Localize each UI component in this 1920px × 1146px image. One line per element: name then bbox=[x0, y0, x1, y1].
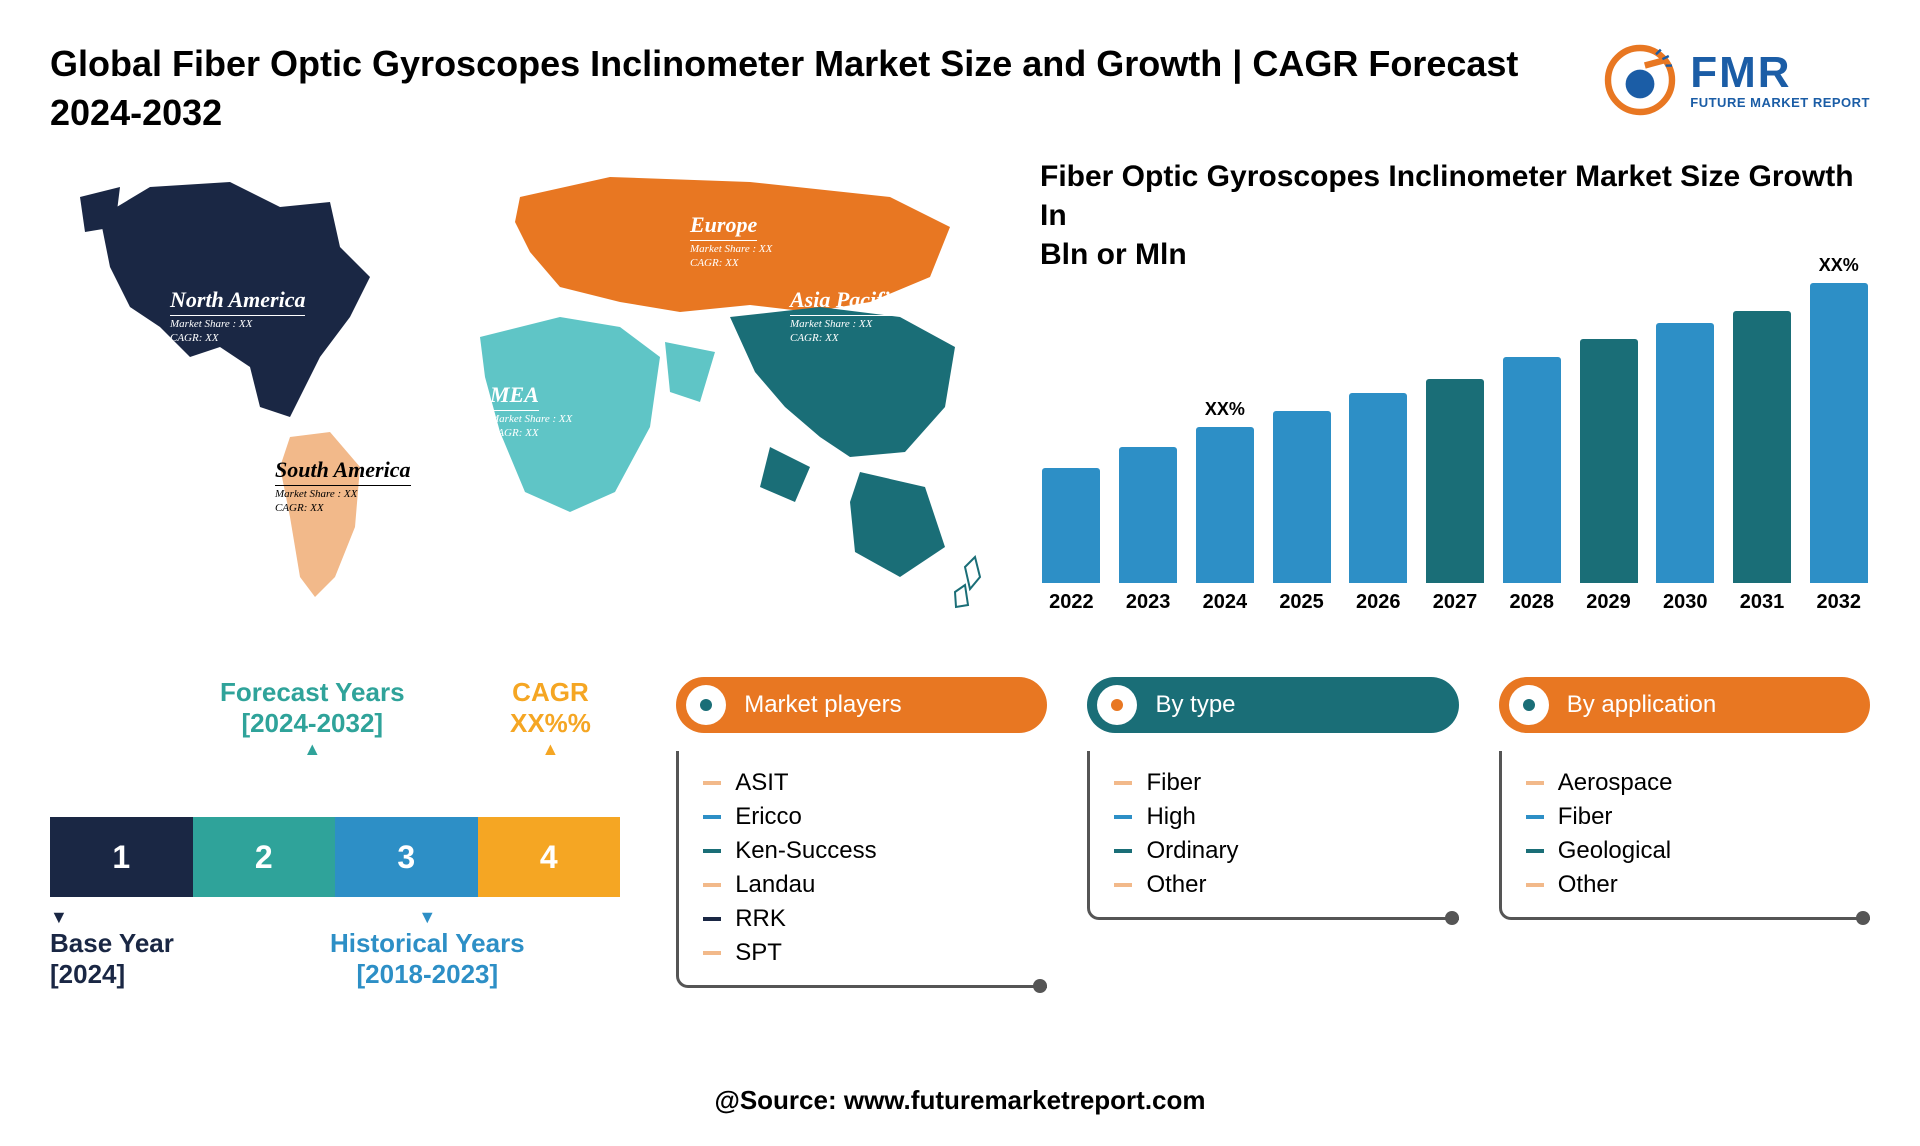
list-item: Fiber bbox=[1114, 769, 1458, 797]
region-label-europe: EuropeMarket Share : XXCAGR: XX bbox=[690, 212, 772, 269]
timeline-bar: 1234 bbox=[50, 817, 620, 897]
timeline-seg-3: 3 bbox=[335, 817, 478, 897]
list-by-type: Fiber High Ordinary Other bbox=[1087, 751, 1458, 920]
bar-2024: XX%2024 bbox=[1193, 427, 1256, 614]
list-item: ASIT bbox=[703, 769, 1047, 797]
bar-2025: 2025 bbox=[1270, 411, 1333, 614]
bar-2031: 2031 bbox=[1731, 311, 1794, 614]
pill-by-type: By type bbox=[1087, 677, 1458, 733]
cagr-label: CAGR XX%% ▲ bbox=[510, 677, 591, 760]
bar-2030: 2030 bbox=[1654, 323, 1717, 614]
logo-subtext: FUTURE MARKET REPORT bbox=[1690, 95, 1870, 110]
logo-text: FMR bbox=[1690, 51, 1870, 95]
list-item: Fiber bbox=[1526, 803, 1870, 831]
list-item: RRK bbox=[703, 905, 1047, 933]
list-item: Ken-Success bbox=[703, 837, 1047, 865]
page-title: Global Fiber Optic Gyroscopes Inclinomet… bbox=[50, 40, 1550, 137]
list-item: Other bbox=[1114, 871, 1458, 899]
list-item: SPT bbox=[703, 939, 1047, 967]
region-label-south-america: South AmericaMarket Share : XXCAGR: XX bbox=[275, 457, 411, 514]
region-label-mea: MEAMarket Share : XXCAGR: XX bbox=[490, 382, 572, 439]
bar-container: 20222023XX%20242025202620272028202920302… bbox=[1040, 314, 1870, 614]
list-item: High bbox=[1114, 803, 1458, 831]
bar-2032: XX%2032 bbox=[1807, 283, 1870, 614]
timeline-seg-1: 1 bbox=[50, 817, 193, 897]
base-label: ▼ Base Year [2024] bbox=[50, 907, 174, 990]
region-asia-pacific bbox=[730, 307, 955, 577]
bar-2026: 2026 bbox=[1347, 393, 1410, 614]
list-item: Other bbox=[1526, 871, 1870, 899]
list-item: Landau bbox=[703, 871, 1047, 899]
timeline-seg-2: 2 bbox=[193, 817, 336, 897]
list-item: Geological bbox=[1526, 837, 1870, 865]
world-map: North AmericaMarket Share : XXCAGR: XX So… bbox=[50, 157, 1010, 617]
region-nz bbox=[955, 557, 980, 607]
chart-title: Fiber Optic Gyroscopes Inclinometer Mark… bbox=[1040, 157, 1870, 274]
timeline: Forecast Years [2024-2032] ▲ CAGR XX%% ▲… bbox=[50, 677, 636, 1017]
bar-2028: 2028 bbox=[1500, 357, 1563, 614]
by-type-col: By type Fiber High Ordinary Other bbox=[1087, 677, 1458, 920]
market-players-col: Market players ASIT Ericco Ken-Success Landa… bbox=[676, 677, 1047, 988]
list-item: Ordinary bbox=[1114, 837, 1458, 865]
logo: FMR FUTURE MARKET REPORT bbox=[1600, 40, 1870, 120]
timeline-seg-4: 4 bbox=[478, 817, 621, 897]
region-label-asia-pacific: Asia PacificMarket Share : XXCAGR: XX bbox=[790, 287, 899, 344]
bar-2022: 2022 bbox=[1040, 468, 1103, 614]
list-market-players: ASIT Ericco Ken-Success Landau RRK SPT bbox=[676, 751, 1047, 988]
by-application-col: By application Aerospace Fiber Geological Ot… bbox=[1499, 677, 1870, 920]
pill-market-players: Market players bbox=[676, 677, 1047, 733]
list-by-application: Aerospace Fiber Geological Other bbox=[1499, 751, 1870, 920]
bar-2029: 2029 bbox=[1577, 339, 1640, 614]
bar-2027: 2027 bbox=[1424, 379, 1487, 614]
bar-2023: 2023 bbox=[1117, 447, 1180, 614]
growth-chart: Fiber Optic Gyroscopes Inclinometer Mark… bbox=[1040, 157, 1870, 614]
list-item: Ericco bbox=[703, 803, 1047, 831]
source-text: @Source: www.futuremarketreport.com bbox=[714, 1085, 1205, 1116]
pill-by-application: By application bbox=[1499, 677, 1870, 733]
telescope-icon bbox=[1600, 40, 1680, 120]
forecast-label: Forecast Years [2024-2032] ▲ bbox=[220, 677, 405, 760]
region-label-north-america: North AmericaMarket Share : XXCAGR: XX bbox=[170, 287, 305, 344]
list-item: Aerospace bbox=[1526, 769, 1870, 797]
historical-label: ▼ Historical Years [2018-2023] bbox=[330, 907, 525, 990]
